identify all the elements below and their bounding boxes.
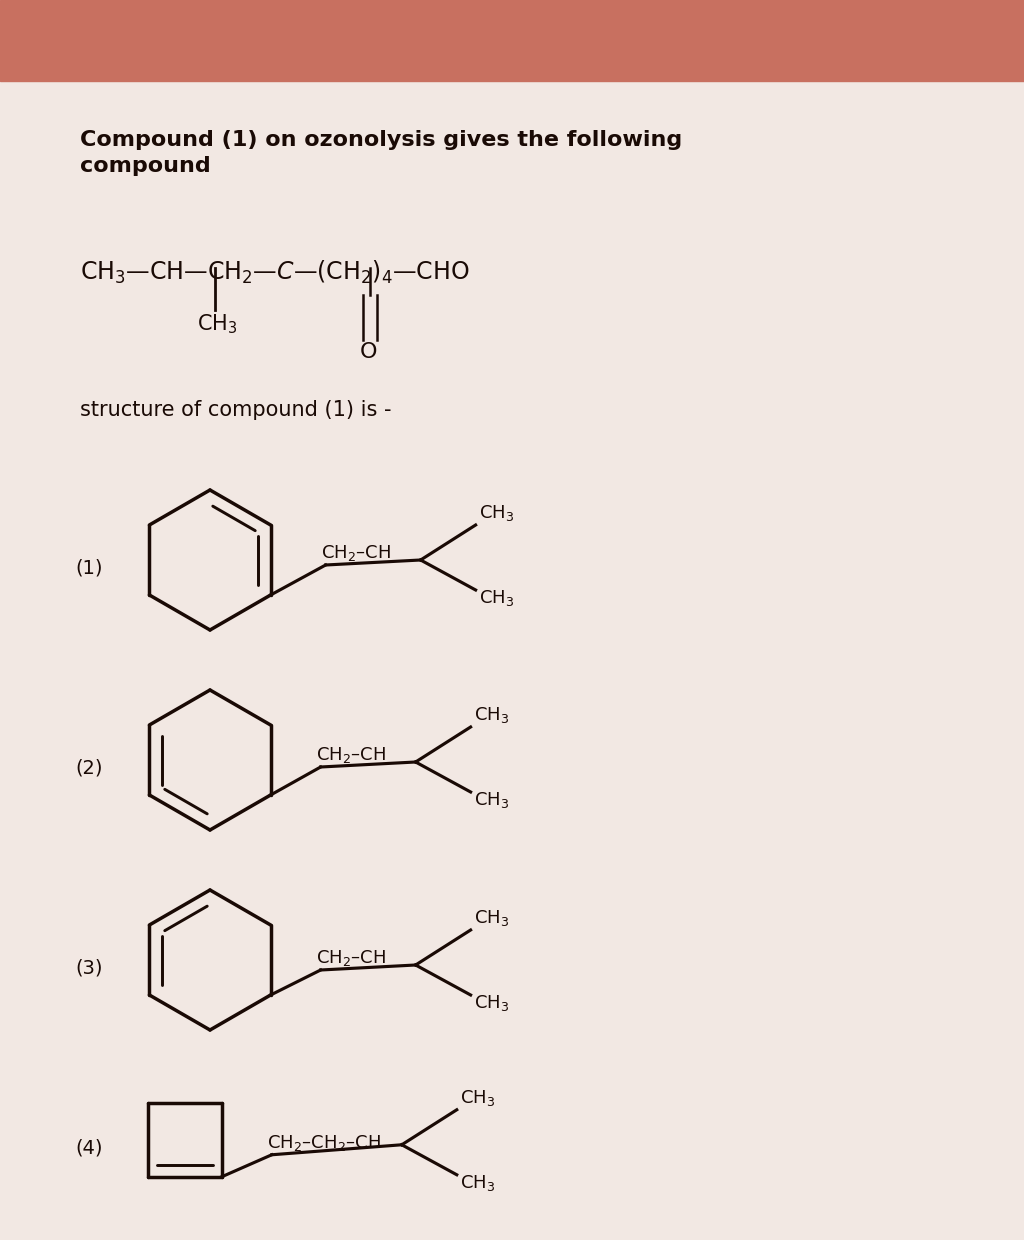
Text: CH$_3$: CH$_3$ [474, 706, 509, 725]
Text: CH$_2$–CH: CH$_2$–CH [321, 543, 391, 563]
Text: CH$_3$: CH$_3$ [460, 1173, 495, 1193]
Text: CH$_3$: CH$_3$ [478, 503, 514, 523]
Text: (4): (4) [75, 1138, 102, 1157]
Text: O: O [360, 342, 378, 362]
Text: CH$_2$–CH: CH$_2$–CH [315, 745, 386, 765]
Text: structure of compound (1) is -: structure of compound (1) is - [80, 401, 391, 420]
Bar [0, 0, 1024, 81]
Text: Compound (1) on ozonolysis gives the following
compound: Compound (1) on ozonolysis gives the fol… [80, 130, 682, 176]
Text: CH$_3$: CH$_3$ [474, 790, 509, 810]
Text: CH$_2$–CH$_2$–CH: CH$_2$–CH$_2$–CH [267, 1133, 381, 1153]
Text: (1): (1) [75, 558, 102, 578]
Text: (2): (2) [75, 759, 102, 777]
Text: CH$_3$: CH$_3$ [474, 993, 509, 1013]
Text: CH$_3$: CH$_3$ [474, 908, 509, 928]
Text: CH$_3$: CH$_3$ [460, 1087, 495, 1107]
Text: CH$_3$: CH$_3$ [478, 588, 514, 608]
Text: CH$_3$: CH$_3$ [197, 312, 238, 336]
Text: CH$_2$–CH: CH$_2$–CH [315, 949, 386, 968]
Text: CH$_3$—CH—CH$_2$—$\overset{}{C}$—(CH$_2$)$_4$—CHO: CH$_3$—CH—CH$_2$—$\overset{}{C}$—(CH$_2$… [80, 255, 470, 285]
Text: (3): (3) [75, 959, 102, 977]
